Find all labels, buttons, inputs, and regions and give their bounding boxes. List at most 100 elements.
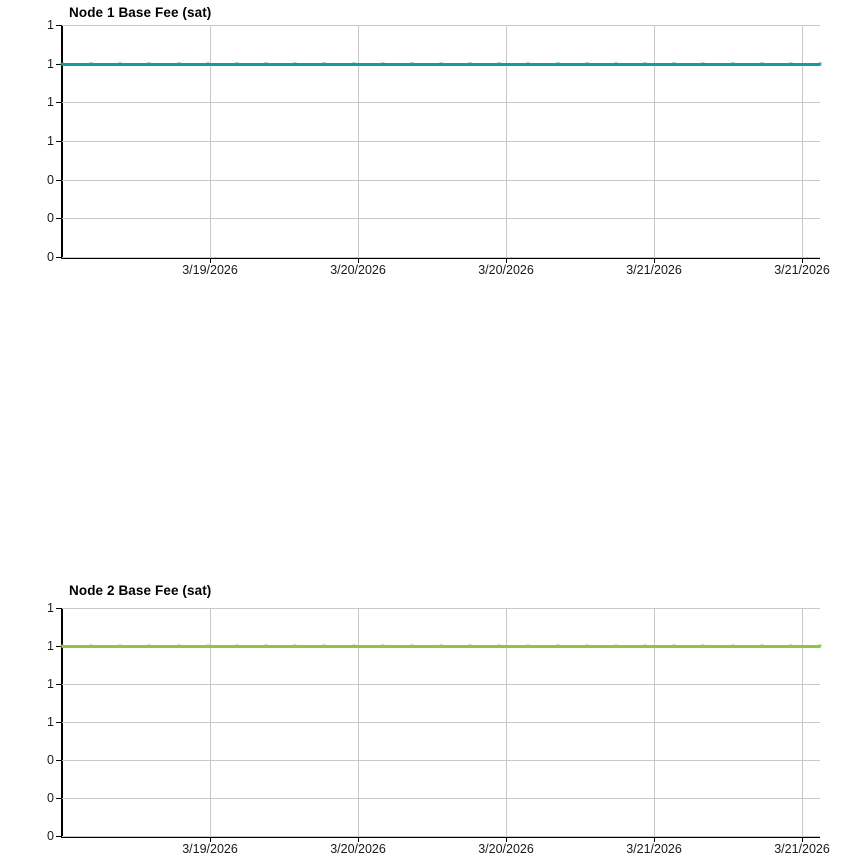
series-data-point xyxy=(439,62,443,66)
series-data-point xyxy=(731,644,735,648)
y-gridline xyxy=(62,608,820,609)
x-gridline xyxy=(210,608,211,837)
y-axis-tick xyxy=(56,180,62,182)
y-gridline xyxy=(62,180,820,181)
series-data-point xyxy=(264,62,268,66)
x-axis-tick-label: 3/19/2026 xyxy=(182,842,238,856)
chart-panel-node-1: Node 1 Base Fee (sat) 1 1 1 1 0 0 0 3/19/2026 3/… xyxy=(0,0,860,290)
series-data-point xyxy=(672,644,676,648)
series-data-point xyxy=(147,644,151,648)
series-data-point xyxy=(526,644,530,648)
series-data-point xyxy=(614,644,618,648)
y-axis-tick-label: 1 xyxy=(47,639,54,653)
y-axis-tick xyxy=(56,798,62,800)
x-gridline xyxy=(358,25,359,258)
series-data-point xyxy=(206,62,210,66)
series-data-point xyxy=(497,644,501,648)
series-data-point xyxy=(352,62,356,66)
x-gridline xyxy=(802,25,803,258)
series-data-point xyxy=(468,62,472,66)
y-gridline xyxy=(62,722,820,723)
x-gridline xyxy=(358,608,359,837)
x-axis-tick-label: 3/21/2026 xyxy=(774,263,830,277)
x-gridline xyxy=(506,608,507,837)
series-data-point xyxy=(410,644,414,648)
x-axis-tick xyxy=(654,258,656,263)
x-axis-tick-label: 3/20/2026 xyxy=(330,263,386,277)
series-data-point xyxy=(789,62,793,66)
series-data-point xyxy=(497,62,501,66)
y-axis-tick-label: 1 xyxy=(47,95,54,109)
series-data-point xyxy=(147,62,151,66)
series-data-point xyxy=(643,62,647,66)
y-axis-tick-label: 1 xyxy=(47,18,54,32)
series-data-point xyxy=(89,644,93,648)
x-axis-tick-label: 3/21/2026 xyxy=(626,842,682,856)
y-axis-tick-label: 0 xyxy=(47,250,54,264)
y-gridline xyxy=(62,836,820,837)
x-axis-tick-label: 3/21/2026 xyxy=(626,263,682,277)
y-axis-tick-label: 1 xyxy=(47,677,54,691)
y-axis-tick-label: 0 xyxy=(47,753,54,767)
y-axis-tick xyxy=(56,722,62,724)
y-axis-tick xyxy=(56,102,62,104)
series-data-point xyxy=(89,62,93,66)
series-data-point xyxy=(731,62,735,66)
y-gridline xyxy=(62,257,820,258)
x-axis-tick-label: 3/20/2026 xyxy=(330,842,386,856)
series-data-point xyxy=(264,644,268,648)
series-data-point xyxy=(585,62,589,66)
series-data-point xyxy=(701,644,705,648)
y-axis-tick-label: 0 xyxy=(47,791,54,805)
y-axis-tick-label: 1 xyxy=(47,601,54,615)
series-data-point xyxy=(818,62,822,66)
y-axis-tick-label: 1 xyxy=(47,715,54,729)
series-data-point xyxy=(206,644,210,648)
series-data-point xyxy=(643,644,647,648)
y-axis-tick-label: 1 xyxy=(47,134,54,148)
series-data-point xyxy=(118,644,122,648)
chart-panel-node-2: Node 2 Base Fee (sat) 1 1 1 1 0 0 0 3/19/2026 3/… xyxy=(0,289,860,856)
y-axis-tick xyxy=(56,836,62,838)
series-data-point xyxy=(760,644,764,648)
series-data-point xyxy=(526,62,530,66)
y-axis-tick-label: 0 xyxy=(47,173,54,187)
series-data-point xyxy=(177,644,181,648)
x-axis-tick-label: 3/19/2026 xyxy=(182,263,238,277)
series-data-point xyxy=(556,62,560,66)
series-data-point xyxy=(439,644,443,648)
x-axis-tick xyxy=(358,258,360,263)
x-gridline xyxy=(654,25,655,258)
x-axis-tick-label: 3/20/2026 xyxy=(478,842,534,856)
x-axis-tick-label: 3/20/2026 xyxy=(478,263,534,277)
series-data-point xyxy=(818,644,822,648)
series-data-point xyxy=(293,62,297,66)
series-data-point xyxy=(60,644,64,648)
series-data-point xyxy=(118,62,122,66)
x-gridline xyxy=(506,25,507,258)
series-data-point xyxy=(614,62,618,66)
y-gridline xyxy=(62,25,820,26)
x-gridline xyxy=(210,25,211,258)
y-axis-tick xyxy=(56,64,62,66)
series-data-point xyxy=(322,644,326,648)
plot-area-node-1: 1 1 1 1 0 0 0 3/19/2026 3/20/2026 3/20/2026 3/21/2… xyxy=(47,18,830,277)
y-axis-tick xyxy=(56,608,62,610)
y-gridline xyxy=(62,798,820,799)
series-data-point xyxy=(701,62,705,66)
series-data-point xyxy=(352,644,356,648)
series-data-point xyxy=(381,62,385,66)
x-axis-tick-label: 3/21/2026 xyxy=(774,842,830,856)
y-gridline xyxy=(62,141,820,142)
chart-title-node-2: Node 2 Base Fee (sat) xyxy=(69,583,212,598)
y-axis-tick xyxy=(56,760,62,762)
series-data-point xyxy=(60,62,64,66)
series-data-point xyxy=(381,644,385,648)
y-axis-tick-label: 0 xyxy=(47,211,54,225)
y-axis-tick xyxy=(56,684,62,686)
y-axis-tick xyxy=(56,257,62,259)
y-axis-tick-label: 0 xyxy=(47,829,54,843)
series-data-point xyxy=(410,62,414,66)
y-gridline xyxy=(62,760,820,761)
